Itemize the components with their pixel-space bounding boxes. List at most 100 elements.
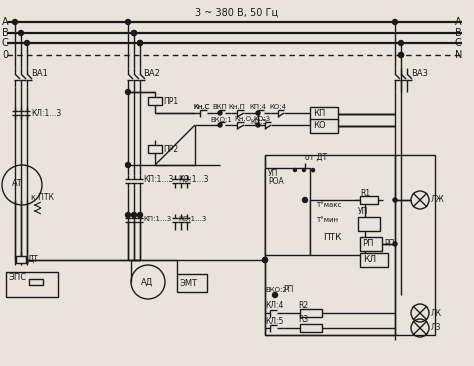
Text: КО:1...3: КО:1...3: [178, 216, 206, 222]
Text: КЛ:1...3: КЛ:1...3: [31, 108, 61, 117]
Text: КО:3: КО:3: [253, 116, 270, 122]
Circle shape: [311, 168, 315, 172]
Bar: [177, 274, 207, 292]
Text: РП: РП: [283, 285, 293, 295]
Circle shape: [302, 198, 308, 202]
Circle shape: [273, 292, 277, 298]
Text: КЛ:5: КЛ:5: [265, 317, 283, 325]
Text: КЛ:4: КЛ:4: [265, 302, 283, 310]
Text: Т°макс: Т°макс: [316, 202, 341, 208]
Text: ВА1: ВА1: [31, 70, 48, 78]
Circle shape: [263, 258, 267, 262]
Text: R2: R2: [298, 300, 308, 310]
Text: КО:4: КО:4: [269, 104, 286, 110]
Text: ДТ: ДТ: [28, 254, 38, 264]
Circle shape: [131, 30, 137, 36]
Circle shape: [393, 198, 397, 202]
Circle shape: [131, 30, 137, 36]
Text: 0: 0: [2, 50, 8, 60]
Circle shape: [131, 213, 137, 217]
Text: КП:4: КП:4: [249, 104, 266, 110]
Text: РП: РП: [362, 239, 374, 249]
Circle shape: [399, 52, 403, 57]
Bar: [358, 217, 380, 231]
Text: ВКО:2: ВКО:2: [265, 287, 287, 293]
Text: ВКП: ВКП: [212, 104, 227, 110]
Text: УП: УП: [268, 168, 278, 178]
Bar: [310, 119, 338, 133]
Text: КП:1...3: КП:1...3: [143, 176, 173, 184]
Circle shape: [256, 111, 260, 115]
Text: B: B: [455, 28, 462, 38]
Bar: [300, 309, 322, 317]
Circle shape: [302, 168, 306, 172]
Text: ПТК: ПТК: [323, 232, 341, 242]
Bar: [360, 253, 388, 267]
Bar: [360, 196, 378, 204]
Circle shape: [137, 41, 143, 45]
Text: C: C: [455, 38, 462, 48]
Bar: [148, 145, 162, 153]
Circle shape: [218, 111, 222, 115]
Bar: [148, 97, 162, 105]
Text: к ПТК: к ПТК: [31, 194, 54, 202]
Text: R1: R1: [360, 188, 370, 198]
Text: КП: КП: [313, 109, 325, 119]
Circle shape: [392, 19, 398, 25]
Text: КП:5: КП:5: [250, 119, 267, 125]
Text: КЛ: КЛ: [363, 255, 376, 265]
Text: Т°мин: Т°мин: [316, 217, 338, 223]
Circle shape: [18, 30, 24, 36]
Circle shape: [12, 19, 18, 25]
Text: ЛК: ЛК: [431, 309, 442, 317]
Circle shape: [399, 52, 403, 57]
Text: ВА3: ВА3: [411, 70, 428, 78]
Bar: [6, 272, 58, 297]
Text: РОА: РОА: [268, 176, 284, 186]
Text: ВКО:1: ВКО:1: [210, 117, 232, 123]
Text: Кн.С: Кн.С: [193, 104, 210, 110]
Text: КО:1...3: КО:1...3: [178, 176, 209, 184]
Text: ЭМТ: ЭМТ: [180, 279, 198, 288]
Circle shape: [126, 163, 130, 168]
Circle shape: [137, 41, 143, 45]
Bar: [265, 168, 310, 255]
Bar: [16, 256, 26, 263]
Text: РП: РП: [384, 239, 394, 249]
Circle shape: [25, 41, 29, 45]
Text: АД: АД: [141, 277, 153, 287]
Text: Кн.О: Кн.О: [234, 116, 251, 122]
Text: от ДТ: от ДТ: [305, 153, 327, 161]
Circle shape: [218, 123, 222, 127]
Bar: [360, 237, 382, 251]
Text: Кн.С: Кн.С: [193, 104, 210, 110]
Circle shape: [126, 19, 130, 25]
Circle shape: [263, 258, 267, 262]
Circle shape: [393, 242, 397, 246]
Text: 3 ~ 380 В, 50 Гц: 3 ~ 380 В, 50 Гц: [195, 8, 279, 18]
Bar: [310, 200, 365, 255]
Text: ЛЖ: ЛЖ: [431, 195, 445, 205]
Circle shape: [399, 41, 403, 45]
Text: ЭПС: ЭПС: [9, 273, 27, 283]
Text: B: B: [2, 28, 9, 38]
Text: КО: КО: [313, 122, 326, 131]
Circle shape: [137, 213, 143, 217]
Text: A: A: [2, 17, 9, 27]
Circle shape: [293, 168, 297, 172]
Text: АТ: АТ: [12, 179, 23, 187]
Text: КП:1...3: КП:1...3: [143, 216, 171, 222]
Bar: [310, 107, 338, 121]
Text: УП: УП: [358, 208, 368, 217]
Text: A: A: [455, 17, 462, 27]
Text: ПР1: ПР1: [163, 97, 178, 105]
Circle shape: [256, 123, 260, 127]
Text: Кн.П: Кн.П: [228, 104, 245, 110]
Bar: [29, 279, 43, 285]
Text: R3: R3: [298, 315, 308, 325]
Text: N: N: [455, 50, 462, 60]
Text: ВА2: ВА2: [143, 70, 160, 78]
Text: Л3: Л3: [431, 324, 441, 332]
Text: ПР2: ПР2: [163, 145, 178, 153]
Circle shape: [126, 90, 130, 94]
